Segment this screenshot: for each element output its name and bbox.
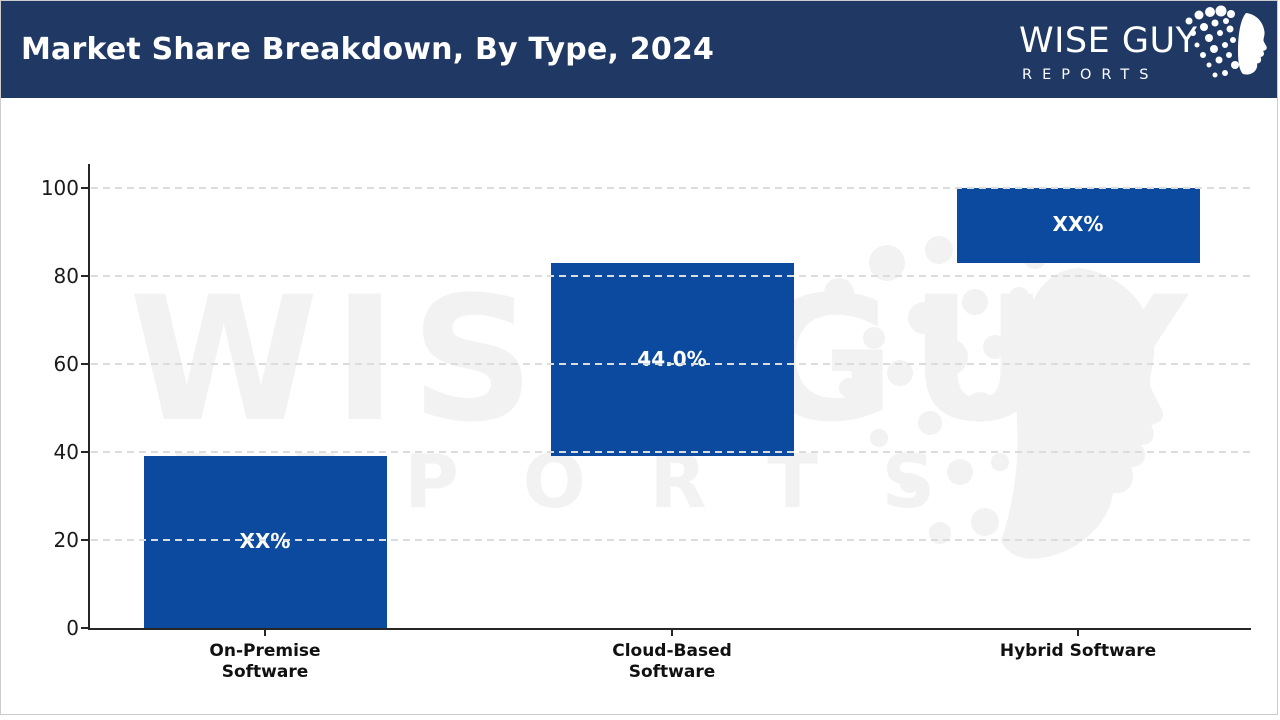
y-tick-mark: [81, 275, 88, 277]
gridline-y40: [91, 451, 1251, 453]
y-axis-spine: [88, 164, 90, 630]
y-tick-mark: [81, 539, 88, 541]
y-tick-label: 60: [53, 352, 79, 376]
y-tick-mark: [81, 363, 88, 365]
gridline-y20: [91, 539, 1251, 541]
chart-title: Market Share Breakdown, By Type, 2024: [21, 32, 715, 67]
logo-reports-text: REPORTS: [1022, 67, 1158, 83]
logo-head-dots-icon: [1185, 5, 1267, 78]
logo-brand-text: WISE GUY: [1019, 21, 1198, 61]
x-category-label: On-Premise Software: [209, 641, 321, 682]
x-tick-mark: [264, 630, 266, 636]
gridline-y60: [91, 363, 1251, 365]
y-tick-label: 100: [40, 176, 79, 200]
header-band: Market Share Breakdown, By Type, 2024 WI…: [1, 1, 1277, 98]
x-tick-mark: [1077, 630, 1079, 636]
x-category-label: Hybrid Software: [999, 641, 1157, 661]
y-tick-mark: [81, 627, 88, 629]
gridline-y80: [91, 275, 1251, 277]
y-tick-label: 0: [66, 616, 79, 640]
y-tick-label: 20: [53, 528, 79, 552]
y-tick-mark: [81, 187, 88, 189]
y-tick-label: 80: [53, 264, 79, 288]
x-category-label: Cloud-Based Software: [612, 641, 732, 682]
y-tick-label: 40: [53, 440, 79, 464]
y-tick-mark: [81, 451, 88, 453]
bar-value-label-hybrid-software: XX%: [1052, 212, 1104, 237]
bar-on-premise-software: [143, 456, 387, 628]
bar-hybrid-software: [956, 188, 1200, 263]
wise-guy-reports-logo: WISE GUY REPORTS: [1019, 5, 1267, 83]
bar-value-label-cloud-based-software: 44.0%: [637, 346, 707, 371]
bar-cloud-based-software: [550, 262, 794, 457]
bar-value-label-on-premise-software: XX%: [239, 529, 291, 554]
x-axis-spine: [88, 628, 1251, 630]
x-tick-mark: [671, 630, 673, 636]
gridline-y100: [91, 187, 1251, 189]
